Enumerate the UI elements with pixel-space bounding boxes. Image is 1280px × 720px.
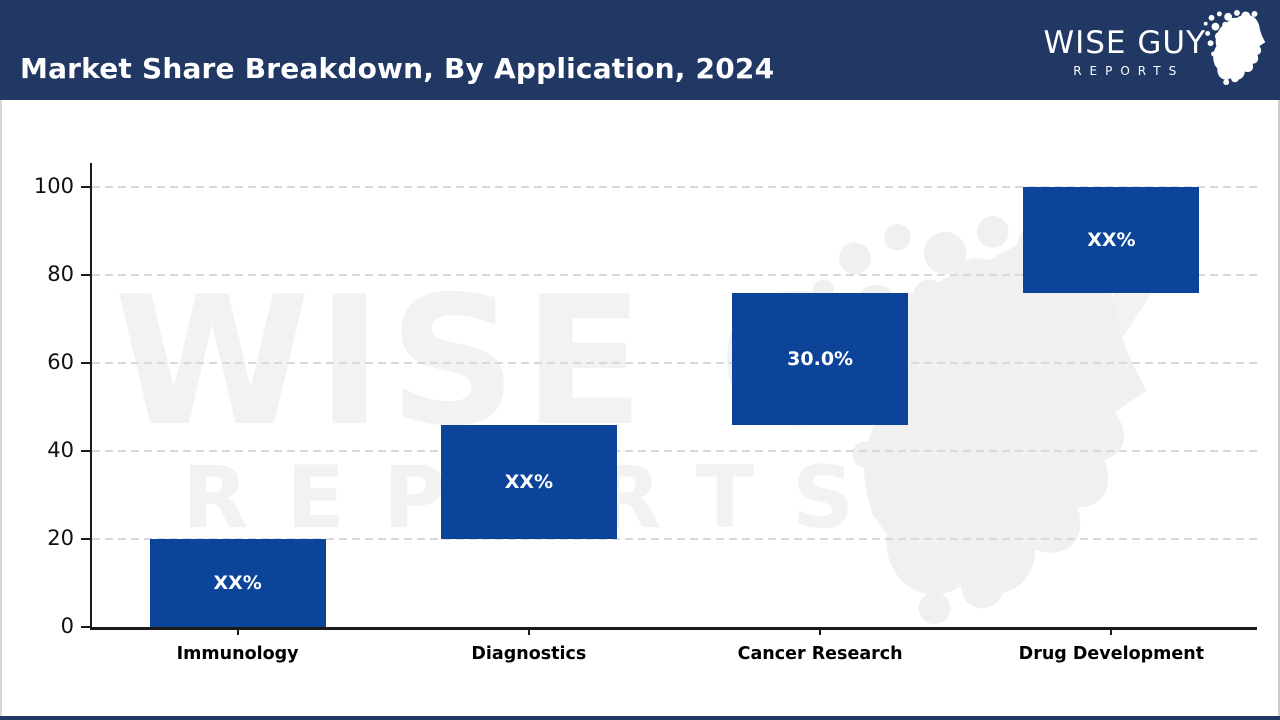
y-tick-mark — [81, 274, 90, 277]
gridline — [92, 186, 1257, 189]
chart-area: WISE GUY REPORTS 020406080100XX%Immunolo… — [0, 100, 1280, 716]
bar: XX% — [1023, 187, 1200, 293]
y-tick-mark — [81, 538, 90, 541]
y-tick-label: 60 — [47, 350, 74, 375]
gridline — [92, 274, 1257, 277]
chart-title: Market Share Breakdown, By Application, … — [20, 51, 775, 85]
logo-wordmark: WISE GUY — [1043, 24, 1206, 61]
gridline — [92, 450, 1257, 453]
bar-value-label: XX% — [1087, 228, 1136, 251]
y-tick-label: 40 — [47, 438, 74, 463]
bar-value-label: XX% — [213, 572, 262, 595]
bar: 30.0% — [732, 292, 909, 425]
bar-value-label: XX% — [504, 470, 554, 493]
x-tick-mark — [819, 627, 822, 635]
footer-bar — [0, 716, 1280, 720]
wiseguy-logo: WISE GUY REPORTS — [1043, 10, 1268, 92]
x-category-label: Drug Development — [1018, 644, 1205, 664]
x-category-label: Diagnostics — [471, 644, 587, 664]
x-tick-mark — [236, 627, 239, 635]
y-tick-label: 100 — [33, 174, 74, 199]
bar-value-label: 30.0% — [787, 347, 854, 370]
y-tick-mark — [81, 450, 90, 453]
logo-subtitle: REPORTS — [1073, 63, 1185, 78]
y-tick-mark — [81, 626, 90, 628]
bar: XX% — [149, 539, 326, 627]
gridline — [92, 362, 1257, 365]
x-category-label: Cancer Research — [737, 644, 903, 664]
x-tick-mark — [1110, 627, 1113, 635]
plot-area: 0 20 40 60 80 100 XX% Immunology XX% Diagnostics 3… — [34, 163, 1257, 664]
y-tick-mark — [81, 186, 90, 189]
x-tick-mark — [527, 627, 530, 635]
x-category-label: Immunology — [176, 644, 299, 664]
y-tick-label: 0 — [60, 614, 74, 638]
bar: XX% — [440, 424, 617, 540]
y-tick-mark — [81, 362, 90, 365]
y-tick-label: 20 — [47, 526, 74, 551]
header: Market Share Breakdown, By Application, … — [0, 0, 1280, 100]
wiseguy-face-icon — [1203, 10, 1266, 86]
y-tick-label: 80 — [47, 262, 74, 287]
wiseguy-logo-text: WISE GUY REPORTS — [1043, 25, 1206, 78]
gridline — [92, 538, 1257, 541]
